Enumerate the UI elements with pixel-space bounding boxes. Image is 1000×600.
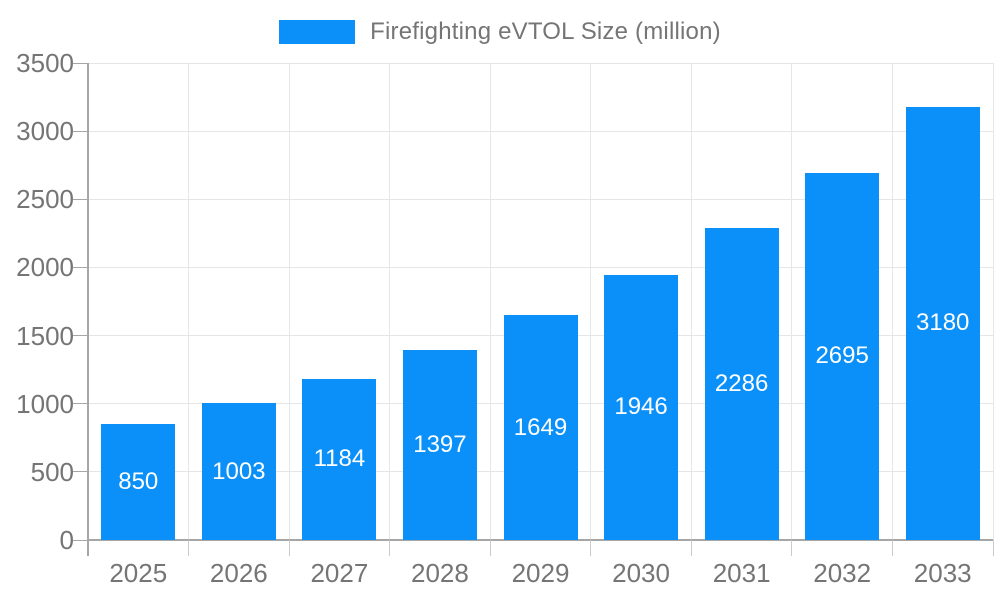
x-tick [389, 540, 391, 556]
y-tick-label: 2500 [16, 184, 74, 215]
x-tick-label: 2030 [612, 558, 670, 588]
x-axis-baseline [88, 539, 993, 541]
bar[interactable]: 1649 [503, 315, 578, 540]
y-tick-label: 3000 [16, 116, 74, 147]
x-gridline [791, 63, 793, 540]
bar[interactable]: 2286 [704, 228, 779, 540]
x-gridline [188, 63, 190, 540]
y-tick [73, 62, 88, 64]
y-tick [73, 471, 88, 473]
x-tick-label: 2027 [310, 558, 369, 588]
x-tick-label: 2031 [712, 558, 771, 588]
x-tick [690, 540, 692, 556]
x-gridline [891, 63, 893, 540]
bar-value-label: 1397 [413, 430, 467, 458]
y-gridline [88, 266, 993, 268]
x-tick-label: 2025 [109, 558, 168, 588]
x-tick [791, 540, 793, 556]
x-gridline [992, 63, 994, 540]
x-gridline [389, 63, 391, 540]
bar-value-label: 1003 [212, 457, 266, 485]
y-tick [73, 198, 88, 200]
y-gridline [88, 198, 993, 200]
y-axis-line [87, 63, 89, 556]
y-tick-label: 500 [30, 456, 74, 487]
bar[interactable]: 2695 [805, 172, 880, 540]
x-tick-label: 2029 [511, 558, 570, 588]
x-gridline [489, 63, 491, 540]
y-tick [73, 335, 88, 337]
x-tick [288, 540, 290, 556]
x-gridline [288, 63, 290, 540]
bar-value-label: 2695 [815, 342, 869, 370]
bar-value-label: 1946 [614, 393, 668, 421]
bar[interactable]: 3180 [905, 106, 980, 540]
y-tick [73, 403, 88, 405]
x-tick-label: 2032 [813, 558, 872, 588]
legend-swatch [279, 20, 356, 44]
bar[interactable]: 850 [101, 424, 176, 540]
bar[interactable]: 1184 [302, 378, 377, 540]
y-tick-label: 1000 [16, 388, 74, 419]
x-gridline [590, 63, 592, 540]
bar-value-label: 1184 [313, 445, 366, 473]
y-tick-label: 3500 [16, 48, 74, 78]
y-gridline [88, 130, 993, 132]
legend-label: Firefighting eVTOL Size (million) [370, 18, 721, 45]
y-gridline [88, 62, 993, 64]
x-tick-label: 2026 [209, 558, 268, 588]
bar-value-label: 850 [118, 468, 159, 496]
bar[interactable]: 1946 [604, 274, 679, 540]
y-tick-label: 1500 [16, 320, 74, 351]
bar[interactable]: 1397 [402, 349, 477, 540]
legend[interactable]: Firefighting eVTOL Size (million) [0, 18, 1000, 46]
bar-value-label: 2286 [714, 370, 769, 398]
x-tick [188, 540, 190, 556]
x-tick-label: 2028 [411, 558, 469, 588]
x-tick [590, 540, 592, 556]
bar[interactable]: 1003 [201, 403, 276, 540]
y-tick [73, 266, 88, 268]
y-tick-label: 0 [59, 525, 74, 555]
y-tick-label: 2000 [16, 252, 74, 283]
x-tick [891, 540, 893, 556]
bar-value-label: 3180 [916, 309, 970, 337]
x-tick [992, 540, 994, 556]
y-tick [73, 130, 88, 132]
y-tick [73, 539, 88, 541]
bar-value-label: 1649 [513, 413, 568, 441]
x-tick-label: 2033 [913, 558, 972, 588]
x-gridline [690, 63, 692, 540]
x-tick [489, 540, 491, 556]
